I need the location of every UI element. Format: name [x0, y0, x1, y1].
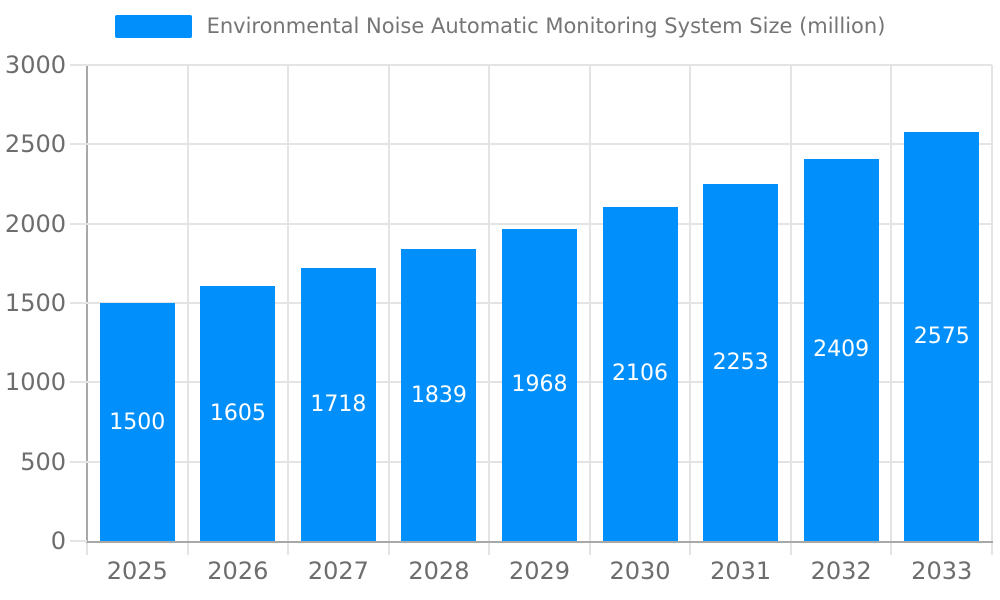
bar[interactable]: 1839	[401, 249, 477, 541]
v-gridline	[387, 65, 390, 541]
x-tick	[588, 543, 591, 555]
bar[interactable]: 2409	[803, 158, 879, 541]
y-axis-line	[86, 65, 88, 543]
v-gridline	[588, 65, 591, 541]
h-gridline	[87, 143, 992, 146]
bar[interactable]: 1500	[99, 303, 175, 541]
v-gridline	[991, 65, 993, 541]
y-axis-label: 500	[20, 447, 66, 476]
y-axis-label: 1000	[4, 368, 66, 397]
bar[interactable]: 1968	[502, 228, 577, 541]
y-axis-label: 3000	[4, 51, 66, 79]
x-tick	[387, 543, 390, 555]
x-tick	[789, 543, 792, 555]
bar[interactable]: 1605	[200, 286, 276, 541]
bar-value-label: 1839	[410, 382, 467, 408]
h-gridline	[87, 222, 992, 225]
bar[interactable]: 2253	[703, 183, 779, 541]
y-axis-label: 0	[50, 527, 66, 555]
x-axis-label: 2025	[106, 557, 168, 585]
bar[interactable]: 1718	[300, 268, 376, 541]
bar-value-label: 1500	[109, 409, 166, 435]
x-tick	[86, 543, 88, 555]
bar-value-label: 1718	[310, 392, 367, 418]
x-axis-label: 2028	[408, 557, 470, 585]
x-tick	[991, 543, 993, 555]
y-axis-label: 2500	[4, 130, 66, 159]
bar-value-label: 2253	[712, 349, 769, 375]
x-axis-label: 2029	[508, 557, 571, 585]
y-tick	[70, 460, 87, 463]
v-gridline	[186, 65, 189, 541]
v-gridline	[890, 65, 893, 541]
x-tick	[488, 543, 491, 555]
y-axis-label: 2000	[4, 209, 66, 238]
x-axis-label: 2026	[207, 557, 269, 585]
x-tick	[287, 543, 290, 555]
bar-value-label: 2106	[612, 361, 669, 387]
bar-value-label: 1968	[511, 372, 568, 398]
y-tick	[70, 381, 87, 384]
v-gridline	[488, 65, 491, 541]
h-gridline	[87, 64, 992, 66]
x-axis-label: 2030	[609, 557, 671, 585]
x-axis-label: 2027	[307, 557, 369, 585]
y-tick	[70, 540, 87, 542]
y-tick	[70, 64, 87, 66]
x-axis-label: 2033	[911, 557, 973, 585]
bar[interactable]: 2575	[904, 132, 980, 541]
y-tick	[70, 222, 87, 225]
y-axis-label: 1500	[4, 289, 66, 317]
v-gridline	[287, 65, 290, 541]
bar-value-label: 2575	[913, 324, 970, 350]
legend-swatch[interactable]	[114, 14, 192, 38]
bar-value-label: 1605	[209, 401, 266, 427]
bar-value-label: 2409	[813, 337, 870, 363]
x-tick	[186, 543, 189, 555]
plot-area: 1500 1605 1718 1839 1968 2106 2253 2409 2575	[87, 64, 993, 541]
x-tick	[689, 543, 692, 555]
v-gridline	[789, 65, 792, 541]
legend: Environmental Noise Automatic Monitoring…	[0, 14, 1000, 38]
v-gridline	[689, 65, 692, 541]
y-tick	[70, 302, 87, 304]
legend-label[interactable]: Environmental Noise Automatic Monitoring…	[206, 14, 886, 38]
x-axis-label: 2031	[710, 557, 772, 585]
x-tick	[890, 543, 893, 555]
y-tick	[70, 143, 87, 146]
x-axis-label: 2032	[810, 557, 872, 585]
bar[interactable]: 2106	[602, 206, 678, 541]
x-axis-line	[86, 541, 993, 543]
